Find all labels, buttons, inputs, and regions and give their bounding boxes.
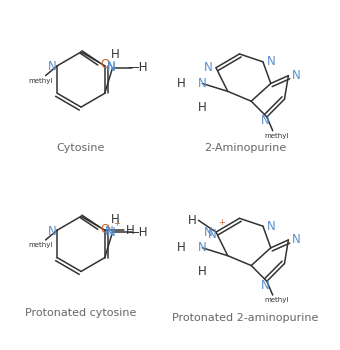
Text: H: H — [176, 77, 185, 90]
Text: methyl: methyl — [265, 133, 289, 139]
Text: Protonated cytosine: Protonated cytosine — [26, 308, 137, 318]
Text: Cytosine: Cytosine — [57, 144, 105, 153]
Text: N: N — [260, 114, 269, 127]
Text: H: H — [198, 265, 207, 278]
Text: N: N — [208, 228, 217, 240]
Text: N: N — [204, 226, 212, 239]
Text: H: H — [126, 224, 135, 237]
Text: N: N — [204, 61, 212, 74]
Text: H: H — [111, 48, 120, 62]
Text: H: H — [188, 214, 197, 227]
Text: —H: —H — [128, 61, 148, 74]
Text: N: N — [198, 77, 207, 90]
Text: methyl: methyl — [29, 242, 53, 248]
Text: +: + — [113, 219, 120, 228]
Text: methyl: methyl — [29, 77, 53, 84]
Text: N: N — [292, 233, 301, 246]
Text: N: N — [105, 225, 114, 238]
Text: 2-Aminopurine: 2-Aminopurine — [204, 144, 287, 153]
Text: N: N — [267, 55, 275, 68]
Text: H: H — [176, 241, 185, 254]
Text: N: N — [107, 61, 116, 74]
Text: N: N — [48, 60, 57, 73]
Text: methyl: methyl — [265, 297, 289, 303]
Text: H: H — [198, 100, 207, 114]
Text: —H: —H — [128, 226, 148, 239]
Text: +: + — [218, 218, 225, 227]
Text: N: N — [260, 279, 269, 292]
Text: Protonated 2-aminopurine: Protonated 2-aminopurine — [172, 313, 319, 323]
Text: N: N — [267, 220, 275, 233]
Text: H: H — [111, 213, 120, 226]
Text: N: N — [292, 69, 301, 82]
Text: N: N — [198, 241, 207, 254]
Text: N: N — [107, 60, 116, 73]
Text: O: O — [101, 223, 110, 236]
Text: O: O — [101, 58, 110, 71]
Text: N: N — [48, 225, 57, 238]
Text: N: N — [107, 226, 116, 239]
